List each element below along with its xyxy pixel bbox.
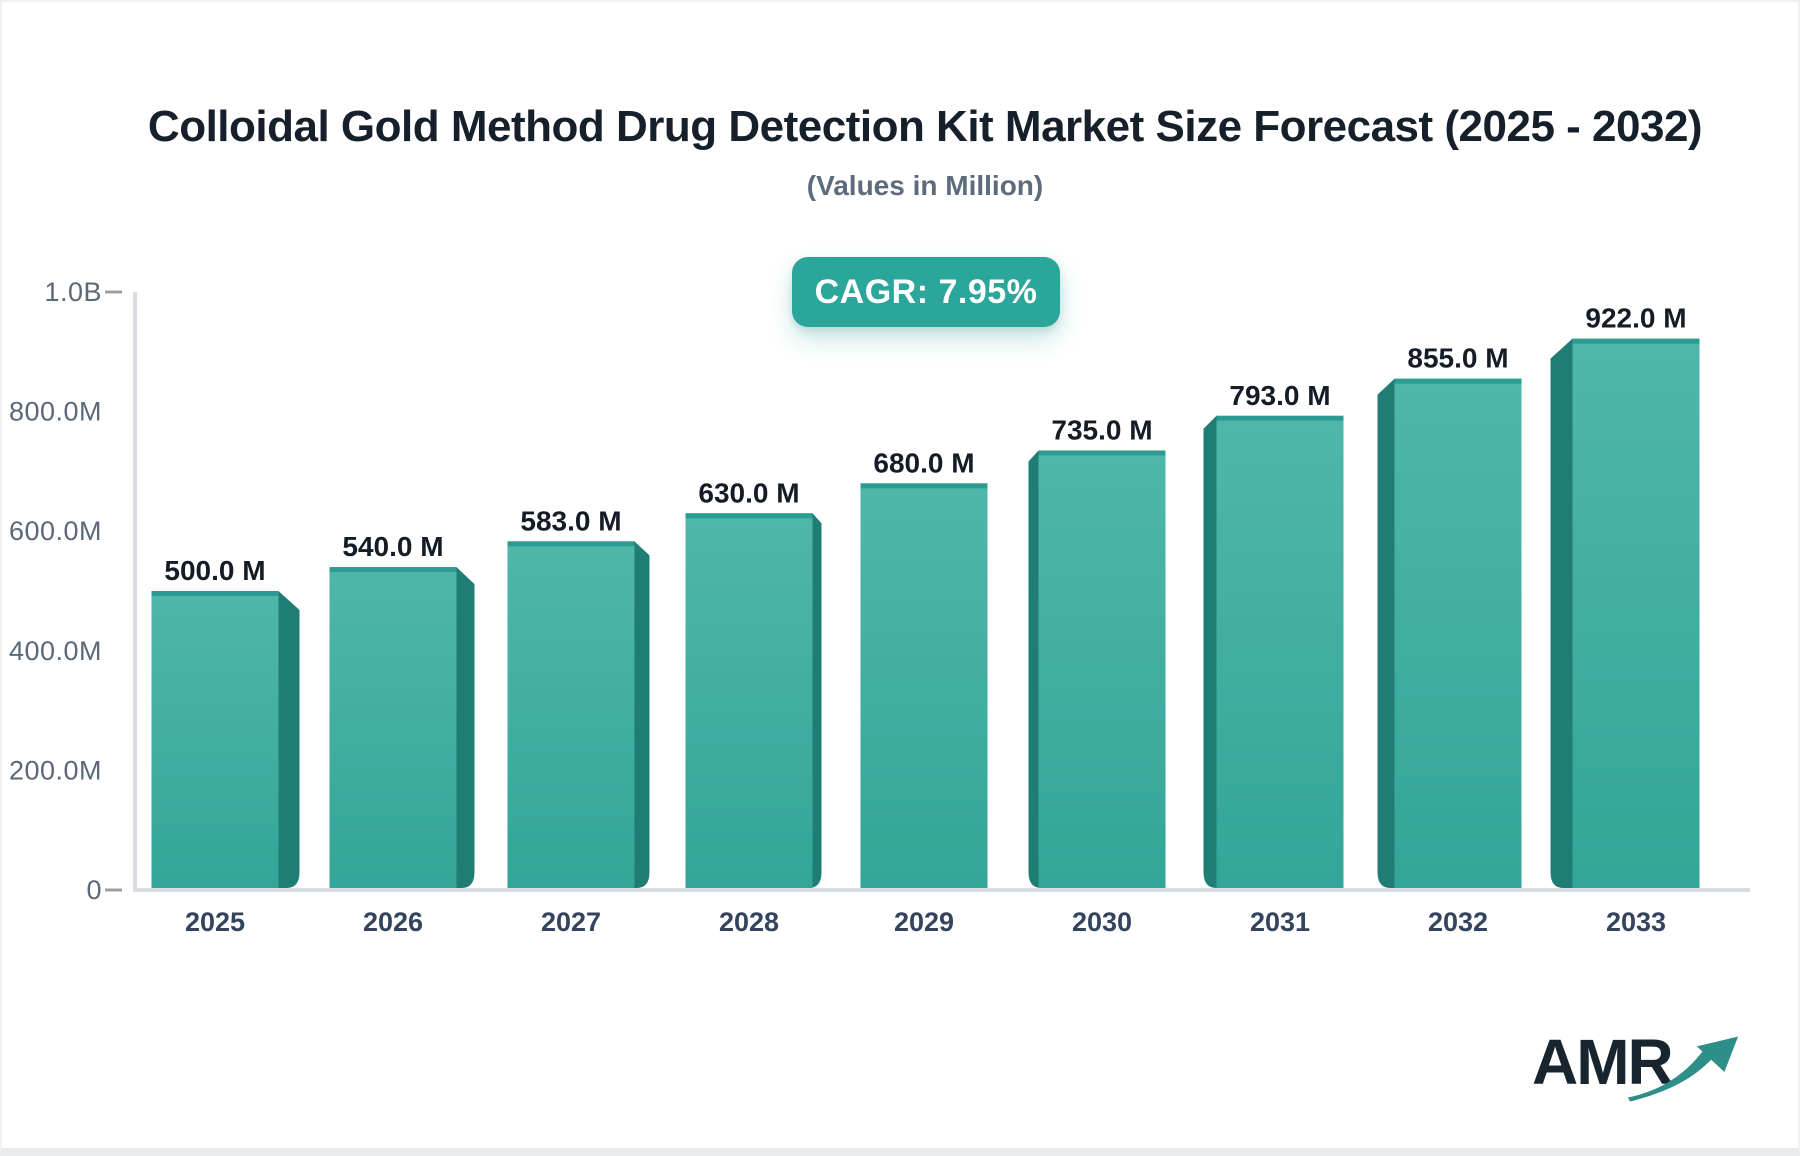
bar-2030: 735.0 M 2030 (1028, 414, 1166, 937)
bar-face (685, 513, 813, 888)
bar-2026: 540.0 M 2026 (329, 531, 475, 937)
y-axis-label: 400.0M (9, 636, 102, 666)
y-axis-label: 200.0M (9, 755, 102, 785)
bar-value-label: 630.0 M (698, 477, 799, 508)
cagr-badge: CAGR: 7.95% (792, 257, 1060, 327)
bar-value-label: 540.0 M (342, 531, 443, 562)
cagr-badge-label: CAGR: 7.95% (814, 272, 1038, 311)
bar-value-label: 500.0 M (164, 555, 265, 586)
bar-2027: 583.0 M 2027 (507, 505, 650, 937)
y-axis-tick (105, 888, 122, 892)
bar-face (1038, 450, 1166, 888)
bar-2033: 922.0 M 2033 (1550, 303, 1700, 937)
bar-top-edge (1038, 450, 1166, 456)
bar-top-edge (685, 513, 813, 519)
y-axis-tick (105, 290, 122, 294)
bar-top-edge (329, 567, 457, 573)
chart-title: Colloidal Gold Method Drug Detection Kit… (147, 102, 1703, 151)
bar-side-face (1377, 378, 1395, 888)
bar-2029: 680.0 M 2029 (860, 447, 988, 937)
x-axis-label: 2028 (719, 907, 779, 937)
x-axis-label: 2029 (894, 907, 954, 937)
amr-logo-text: AMR (1532, 1026, 1674, 1098)
bar-top-edge (151, 591, 279, 596)
bar-side-face (456, 567, 475, 888)
bar-face (1572, 338, 1700, 888)
bar-face (507, 541, 635, 888)
bar-side-face (1203, 415, 1217, 888)
x-axis-label: 2030 (1072, 907, 1132, 937)
bar-value-label: 735.0 M (1051, 414, 1152, 445)
bar-side-face (278, 591, 300, 888)
bar-top-edge (1394, 378, 1522, 384)
bar-face (1394, 378, 1522, 888)
x-axis-line (133, 888, 1750, 892)
bar-top-edge (1572, 338, 1700, 344)
amr-logo-arrow-icon (1628, 1036, 1739, 1102)
x-axis-label: 2032 (1428, 907, 1488, 937)
y-axis-label: 0 (86, 875, 102, 905)
bar-side-face (1550, 338, 1573, 888)
bar-2031: 793.0 M 2031 (1203, 380, 1344, 937)
x-axis-label: 2025 (185, 907, 245, 937)
bar-side-face (808, 513, 822, 888)
bar-value-label: 680.0 M (873, 447, 974, 478)
bar-2025: 500.0 M 2025 (151, 555, 300, 937)
bar-2028: 630.0 M 2028 (685, 477, 822, 937)
x-axis-label: 2027 (541, 907, 601, 937)
amr-logo: AMR (1532, 1026, 1739, 1110)
y-axis-line (133, 292, 137, 892)
bar-value-label: 793.0 M (1229, 380, 1330, 411)
chart-subtitle: (Values in Million) (806, 170, 1044, 201)
bar-2032: 855.0 M 2032 (1377, 343, 1522, 937)
bar-side-face (1028, 450, 1042, 888)
bar-face (860, 483, 988, 888)
bar-face (1216, 415, 1344, 888)
bar-top-edge (860, 483, 988, 489)
bar-value-label: 583.0 M (520, 505, 621, 536)
y-axis-label: 600.0M (9, 516, 102, 546)
y-axis-label: 1.0B (44, 277, 102, 307)
x-axis-label: 2026 (363, 907, 423, 937)
bar-side-face (634, 541, 650, 888)
bar-top-edge (1216, 415, 1344, 421)
bar-face (329, 567, 457, 888)
bar-face (151, 591, 279, 888)
y-axis-label: 800.0M (9, 397, 102, 427)
bar-value-label: 922.0 M (1585, 303, 1686, 334)
x-axis-label: 2031 (1250, 907, 1310, 937)
chart-header: Colloidal Gold Method Drug Detection Kit… (52, 102, 1798, 202)
bar-value-label: 855.0 M (1407, 343, 1508, 374)
bar-top-edge (507, 541, 635, 547)
x-axis-label: 2033 (1606, 907, 1666, 937)
